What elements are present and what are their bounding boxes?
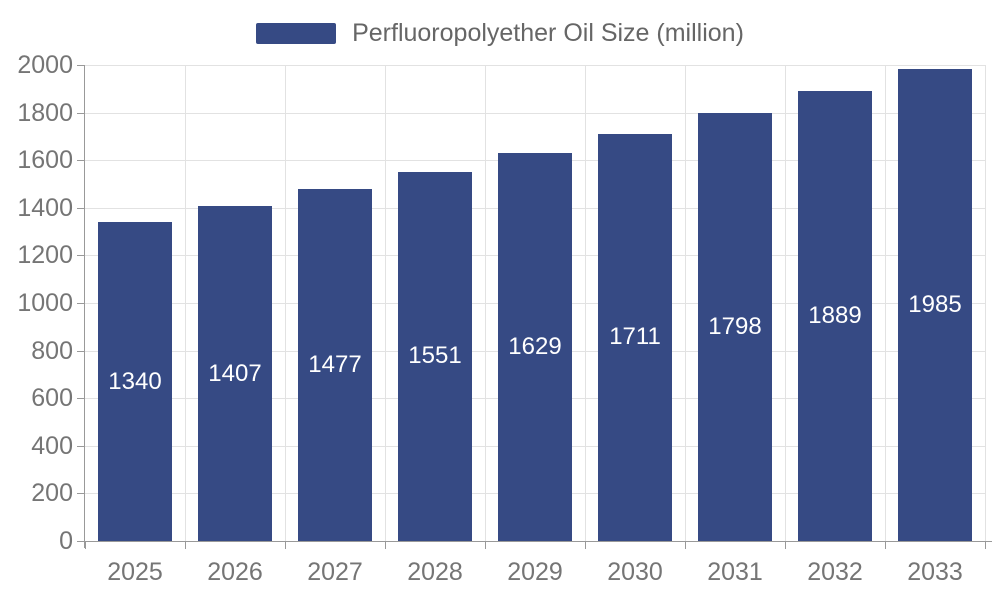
bar[interactable]: 1551 [398,171,472,541]
x-axis-tick [185,542,186,549]
x-gridline [385,65,386,541]
y-axis-tick-label: 600 [31,384,73,413]
x-gridline [685,65,686,541]
bar-value-label: 1889 [808,302,862,330]
bar[interactable]: 1477 [298,189,372,541]
x-axis-tick [385,542,386,549]
y-gridline [85,112,985,114]
y-axis-tick [77,303,84,304]
plot-area: 0 200 400 600 800 1000 1200 1400 1600 1800 2000 202… [17,53,992,586]
y-axis-tick-label: 800 [31,336,73,365]
bar[interactable]: 1889 [798,91,872,541]
y-axis-tick [77,160,84,162]
x-axis-tick-label: 2026 [207,558,263,586]
x-gridline [285,65,286,541]
legend[interactable]: Perfluoropolyether Oil Size (million) [0,18,1000,48]
x-axis-tick [985,542,986,549]
y-axis-tick [77,398,84,400]
x-axis-tick-label: 2029 [507,558,563,586]
bar-value-label: 1711 [609,323,661,351]
x-axis-tick [85,542,86,549]
y-axis-tick-label: 1600 [17,146,73,175]
bar[interactable]: 1340 [98,222,172,541]
y-axis-tick-label: 2000 [17,51,73,79]
bar-value-label: 1340 [108,367,162,395]
x-axis-tick-label: 2030 [607,558,663,586]
y-axis-tick [77,65,84,66]
y-axis-tick-label: 1800 [17,98,73,127]
x-axis-tick-label: 2031 [707,558,763,586]
x-gridline [985,65,986,541]
y-axis-line [84,65,85,548]
x-axis-tick-label: 2025 [107,558,163,586]
bar-value-label: 1629 [508,333,562,361]
x-gridline [485,65,486,541]
y-axis-tick [77,445,84,447]
x-axis-tick [685,542,686,549]
legend-swatch [256,22,337,44]
y-axis-tick-label: 0 [59,527,73,555]
x-gridline [885,65,886,541]
y-axis-tick [77,350,84,352]
bar[interactable]: 1407 [198,206,272,541]
x-axis-tick [785,542,786,549]
x-axis-tick [885,542,886,549]
y-axis-tick-label: 1000 [17,289,73,317]
bar-value-label: 1551 [408,342,462,370]
y-axis-tick-label: 400 [31,431,73,460]
x-gridline [185,65,186,541]
bar[interactable]: 1711 [598,133,672,541]
bar-value-label: 1477 [308,351,362,379]
y-axis-tick [77,541,84,542]
x-axis-tick-label: 2028 [407,558,463,586]
x-axis-line [78,541,992,542]
x-axis-tick [585,542,586,549]
bar[interactable]: 1985 [898,68,972,541]
bar[interactable]: 1629 [498,153,572,541]
y-axis-tick [77,112,84,114]
x-axis-tick-label: 2032 [807,558,863,586]
y-axis-tick-label: 1400 [17,193,73,222]
y-gridline [85,65,985,66]
x-gridline [585,65,586,541]
y-axis-tick-label: 200 [31,479,73,508]
bar-value-label: 1407 [208,359,262,387]
x-axis-tick [485,542,486,549]
x-gridline [785,65,786,541]
bar[interactable]: 1798 [698,113,772,541]
x-axis-tick [285,542,286,549]
bar-value-label: 1985 [908,290,962,318]
y-axis-tick [77,493,84,495]
bar-value-label: 1798 [708,313,762,341]
y-axis-tick [77,207,84,209]
x-axis-tick-label: 2033 [907,558,963,586]
x-axis-tick-label: 2027 [307,558,363,586]
y-axis-tick-label: 1200 [17,241,73,270]
legend-label: Perfluoropolyether Oil Size (million) [352,19,744,47]
y-axis-tick [77,255,84,257]
